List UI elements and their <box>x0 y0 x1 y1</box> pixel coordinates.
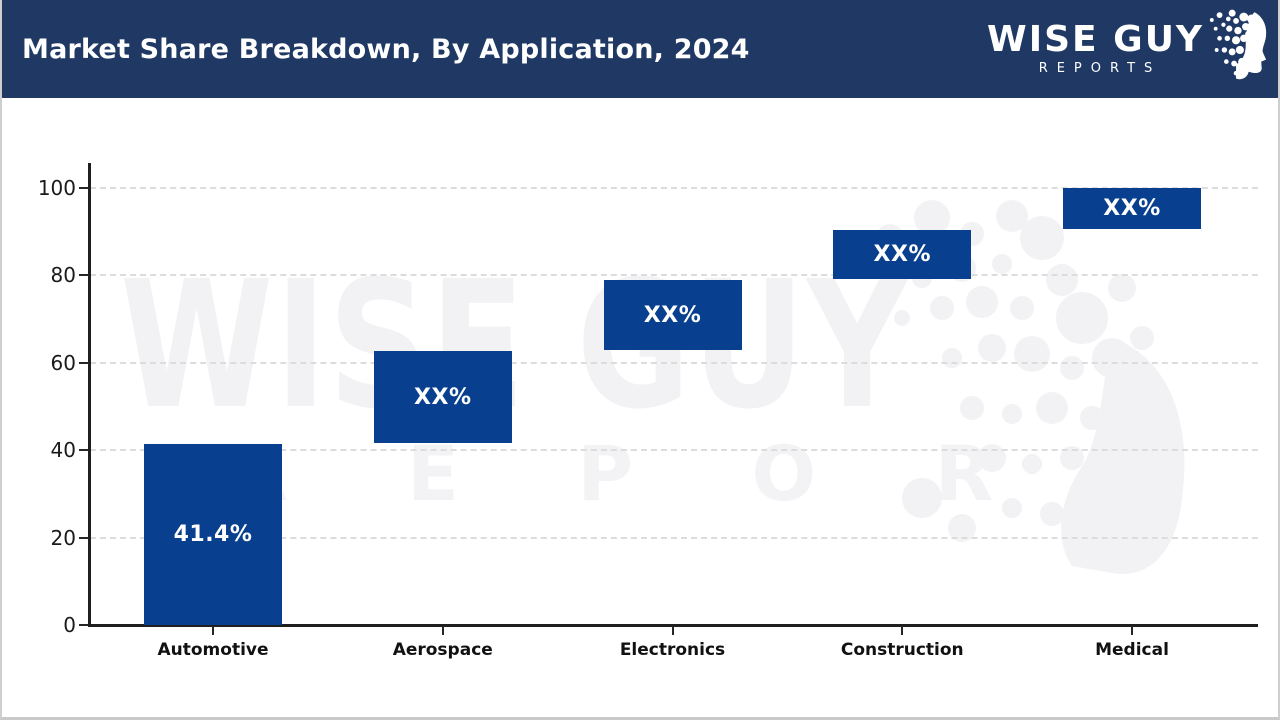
y-gridline <box>90 186 1258 189</box>
bar: 41.4% <box>144 443 282 625</box>
y-axis-tick <box>79 536 88 539</box>
bar-value-label: XX% <box>873 241 931 267</box>
logo-wordmark-sub: REPORTS <box>1038 61 1162 76</box>
bar: XX% <box>603 279 742 351</box>
page-title: Market Share Breakdown, By Application, … <box>22 33 750 65</box>
x-axis-tick <box>212 626 214 635</box>
y-gridline <box>90 274 1258 276</box>
category-label: Aerospace <box>392 640 493 660</box>
y-gridline <box>90 449 1258 451</box>
bar-value-label: XX% <box>1103 195 1161 221</box>
bar: XX% <box>833 229 972 279</box>
logo-wordmark-main: WISE GUY <box>986 19 1204 60</box>
y-tick-label: 60 <box>50 350 76 375</box>
y-gridline <box>90 361 1258 364</box>
x-axis-tick <box>901 626 904 635</box>
y-tick-label: 80 <box>50 263 76 287</box>
x-axis-tick <box>1131 626 1133 635</box>
category-label: Automotive <box>157 640 269 660</box>
y-tick-label: 40 <box>50 438 76 462</box>
logo-head-icon <box>1209 9 1267 80</box>
bar: XX% <box>1063 187 1201 230</box>
y-axis-tick <box>79 624 88 626</box>
header-bar: Market Share Breakdown, By Application, … <box>2 0 1278 98</box>
x-axis-tick <box>671 626 674 635</box>
y-tick-label: 20 <box>50 525 76 550</box>
y-axis-tick <box>79 449 88 451</box>
x-axis-tick <box>441 626 444 635</box>
category-label: Construction <box>840 640 964 660</box>
y-gridline <box>90 536 1258 539</box>
x-axis-line <box>88 624 1258 627</box>
bar-value-label: XX% <box>643 302 702 328</box>
category-label: Electronics <box>619 640 726 660</box>
bar-value-label: 41.4% <box>173 521 253 547</box>
y-axis-line <box>88 163 91 627</box>
y-tick-label: 0 <box>63 613 76 637</box>
y-axis-tick <box>79 186 88 189</box>
wise-guy-logo: WISE GUY REPORTS <box>987 8 1268 90</box>
y-axis-tick <box>79 274 88 276</box>
logo-wordmark: WISE GUY REPORTS <box>986 19 1204 77</box>
bar: XX% <box>373 351 512 444</box>
category-label: Medical <box>1095 640 1169 660</box>
y-tick-label: 100 <box>37 175 76 200</box>
bar-value-label: XX% <box>414 384 472 410</box>
y-axis-tick <box>79 361 88 364</box>
